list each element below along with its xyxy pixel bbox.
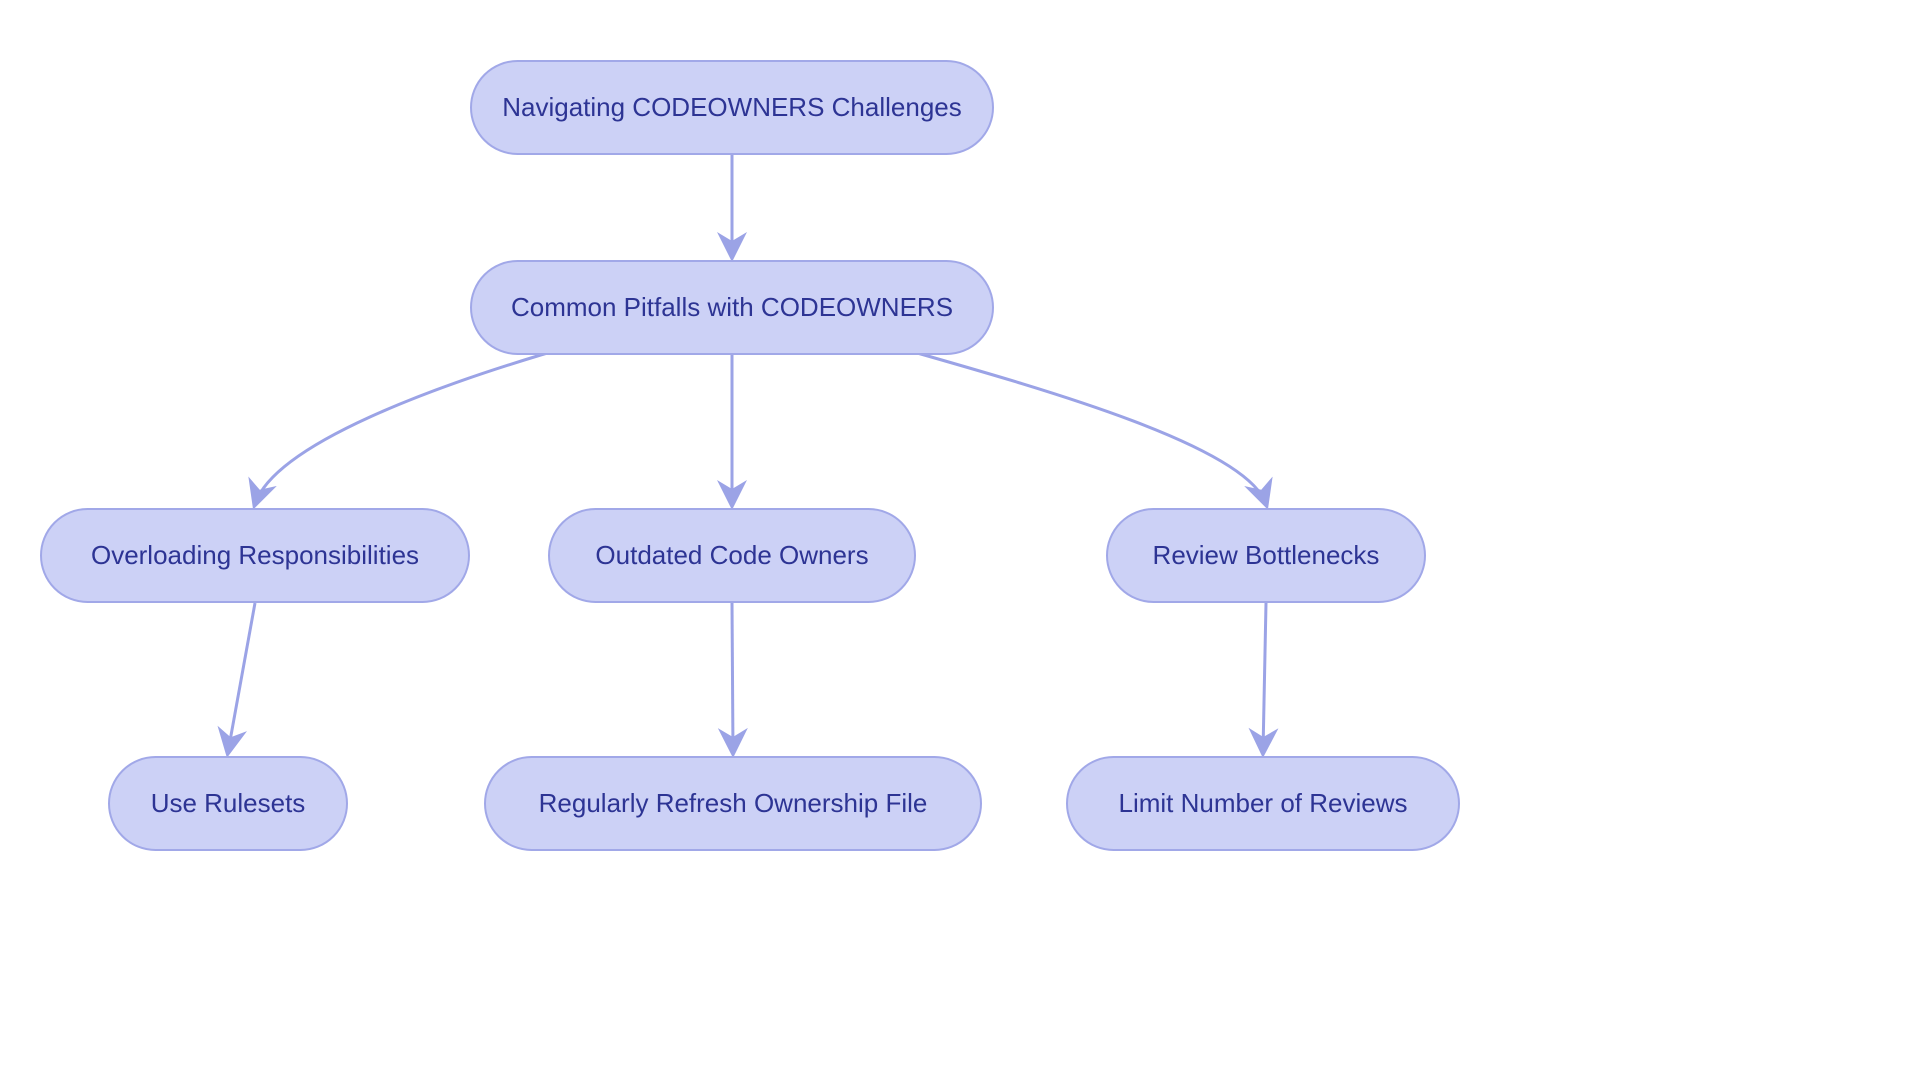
- node-outdated: Outdated Code Owners: [548, 508, 916, 603]
- node-label: Navigating CODEOWNERS Challenges: [502, 92, 962, 123]
- node-bottleneck: Review Bottlenecks: [1106, 508, 1426, 603]
- node-label: Outdated Code Owners: [595, 540, 868, 571]
- node-pitfalls: Common Pitfalls with CODEOWNERS: [470, 260, 994, 355]
- node-label: Regularly Refresh Ownership File: [539, 788, 928, 819]
- edge-pitfalls-to-overload: [255, 345, 575, 504]
- node-label: Common Pitfalls with CODEOWNERS: [511, 292, 953, 323]
- node-label: Limit Number of Reviews: [1119, 788, 1408, 819]
- node-label: Review Bottlenecks: [1153, 540, 1380, 571]
- node-overload: Overloading Responsibilities: [40, 508, 470, 603]
- node-root: Navigating CODEOWNERS Challenges: [470, 60, 994, 155]
- node-limit: Limit Number of Reviews: [1066, 756, 1460, 851]
- edge-bottleneck-to-limit: [1263, 603, 1266, 752]
- edge-pitfalls-to-bottleneck: [889, 345, 1266, 504]
- node-label: Overloading Responsibilities: [91, 540, 419, 571]
- edge-overload-to-rulesets: [228, 603, 255, 752]
- edge-outdated-to-refresh: [732, 603, 733, 752]
- node-label: Use Rulesets: [151, 788, 306, 819]
- node-rulesets: Use Rulesets: [108, 756, 348, 851]
- node-refresh: Regularly Refresh Ownership File: [484, 756, 982, 851]
